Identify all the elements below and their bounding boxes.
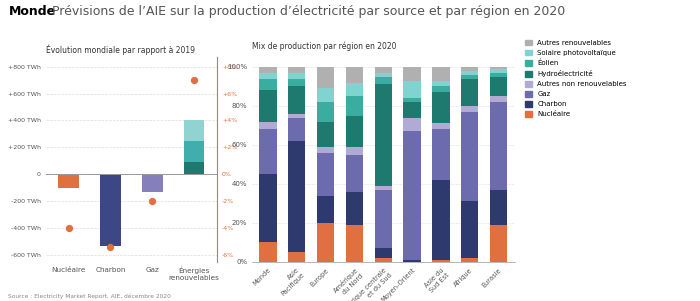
- Bar: [490, 73, 507, 77]
- Bar: [288, 252, 305, 262]
- Bar: [374, 190, 392, 248]
- Bar: [490, 96, 507, 102]
- Bar: [374, 85, 392, 186]
- Bar: [259, 90, 276, 122]
- Bar: [346, 82, 363, 96]
- Bar: [490, 69, 507, 73]
- Bar: [403, 260, 421, 262]
- Bar: [346, 147, 363, 155]
- Bar: [374, 186, 392, 190]
- Bar: [374, 67, 392, 73]
- Bar: [433, 92, 449, 123]
- Bar: [288, 86, 305, 114]
- Bar: [288, 67, 305, 73]
- Text: Évolution mondiale par rapport à 2019: Évolution mondiale par rapport à 2019: [46, 44, 195, 55]
- Bar: [259, 242, 276, 262]
- Bar: [141, 174, 162, 192]
- Text: Monde: Monde: [8, 5, 55, 17]
- Bar: [433, 123, 449, 129]
- Bar: [461, 75, 478, 79]
- Point: [188, 78, 199, 82]
- Bar: [259, 67, 276, 73]
- Bar: [317, 153, 334, 196]
- Bar: [317, 223, 334, 262]
- Bar: [374, 77, 392, 85]
- Bar: [490, 190, 507, 225]
- Bar: [317, 147, 334, 153]
- Bar: [288, 118, 305, 141]
- Bar: [346, 96, 363, 116]
- Bar: [433, 260, 449, 262]
- Bar: [461, 79, 478, 106]
- Bar: [490, 67, 507, 69]
- Bar: [58, 174, 79, 188]
- Bar: [317, 196, 334, 223]
- Bar: [288, 141, 305, 252]
- Bar: [374, 73, 392, 77]
- Bar: [433, 81, 449, 86]
- Bar: [403, 102, 421, 118]
- Bar: [433, 86, 449, 92]
- Bar: [403, 81, 421, 98]
- Text: Source : Electricity Market Report, AIE, décembre 2020: Source : Electricity Market Report, AIE,…: [8, 294, 172, 299]
- Point: [146, 199, 158, 204]
- Bar: [403, 67, 421, 81]
- Bar: [346, 192, 363, 225]
- Bar: [461, 258, 478, 262]
- Bar: [346, 116, 363, 147]
- Text: Mix de production par région en 2020: Mix de production par région en 2020: [252, 42, 396, 51]
- Bar: [403, 98, 421, 102]
- Bar: [461, 106, 478, 112]
- Bar: [346, 155, 363, 192]
- Bar: [317, 122, 334, 147]
- Bar: [403, 131, 421, 260]
- Bar: [374, 258, 392, 262]
- Legend: Autres renouvelables, Solaire photovoltaïque, Éolien, Hydroélectricité, Autres n: Autres renouvelables, Solaire photovolta…: [525, 40, 627, 117]
- Bar: [183, 120, 204, 141]
- Point: [63, 226, 74, 231]
- Bar: [259, 174, 276, 242]
- Bar: [259, 73, 276, 79]
- Bar: [317, 67, 334, 88]
- Bar: [183, 141, 204, 162]
- Bar: [346, 225, 363, 262]
- Bar: [461, 67, 478, 71]
- Bar: [317, 88, 334, 102]
- Bar: [317, 102, 334, 122]
- Bar: [100, 174, 121, 246]
- Bar: [433, 180, 449, 260]
- Bar: [490, 102, 507, 190]
- Bar: [433, 129, 449, 180]
- Bar: [461, 201, 478, 258]
- Bar: [259, 129, 276, 174]
- Bar: [403, 118, 421, 131]
- Bar: [346, 67, 363, 82]
- Bar: [433, 67, 449, 81]
- Bar: [183, 162, 204, 174]
- Bar: [461, 71, 478, 75]
- Bar: [288, 73, 305, 79]
- Bar: [259, 79, 276, 90]
- Bar: [259, 122, 276, 129]
- Point: [105, 245, 116, 250]
- Bar: [288, 79, 305, 86]
- Bar: [490, 77, 507, 96]
- Text: Prévisions de l’AIE sur la production d’électricité par source et par région en : Prévisions de l’AIE sur la production d’…: [48, 5, 565, 17]
- Bar: [374, 248, 392, 258]
- Bar: [461, 112, 478, 201]
- Bar: [490, 225, 507, 262]
- Bar: [288, 114, 305, 118]
